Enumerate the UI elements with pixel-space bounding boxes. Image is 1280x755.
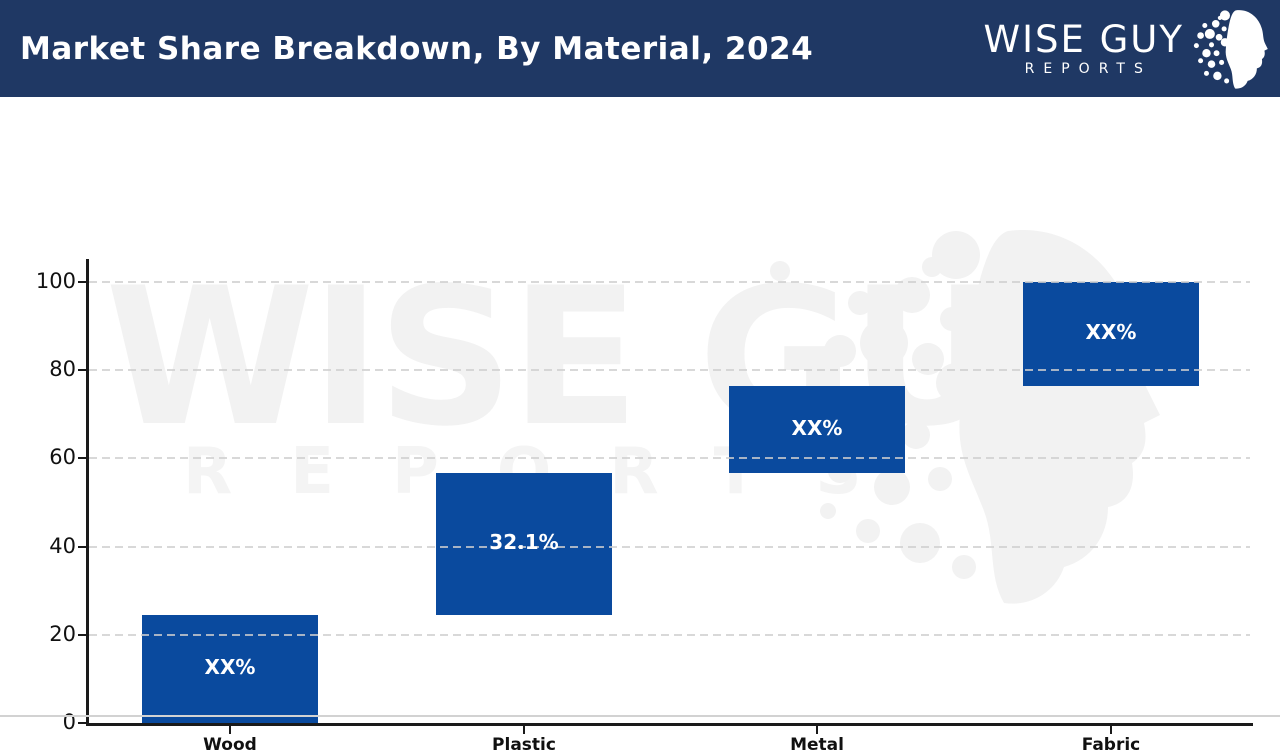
brand-logo: WISE GUY REPORTS [984, 4, 1272, 94]
y-axis-line [86, 259, 89, 726]
header-bar: Market Share Breakdown, By Material, 202… [0, 0, 1280, 97]
gridline-60 [89, 457, 1250, 459]
y-tick-mark-60 [78, 457, 86, 459]
bar-label-metal: XX% [791, 416, 843, 440]
x-tick-label-metal: Metal [790, 735, 844, 755]
bar-wood [142, 615, 318, 723]
y-tick-label-40: 40 [49, 534, 76, 558]
y-tick-mark-40 [78, 546, 86, 548]
bar-label-plastic: 32.1% [489, 530, 559, 554]
gridline-20 [89, 634, 1250, 636]
gridline-80 [89, 369, 1250, 371]
y-tick-label-0: 0 [62, 710, 76, 734]
page-title: Market Share Breakdown, By Material, 202… [20, 30, 814, 67]
x-tick-mark-wood [229, 726, 231, 734]
bar-plastic [436, 473, 612, 615]
brand-logo-line2: REPORTS [1024, 61, 1152, 77]
x-tick-label-plastic: Plastic [492, 735, 556, 755]
brand-logo-line1: WISE GUY [983, 18, 1184, 61]
x-tick-label-wood: Wood [203, 735, 257, 755]
y-tick-mark-100 [78, 281, 86, 283]
x-tick-mark-plastic [523, 726, 525, 734]
brand-logo-text: WISE GUY REPORTS [984, 21, 1184, 77]
gridline-100 [89, 281, 1250, 283]
bar-label-wood: XX% [204, 655, 256, 679]
y-tick-mark-80 [78, 369, 86, 371]
bar-fabric [1023, 282, 1199, 386]
gridline-40 [89, 546, 1250, 548]
brand-face-profile-icon [1193, 10, 1268, 89]
bottom-divider [0, 715, 1280, 717]
y-tick-label-60: 60 [49, 445, 76, 469]
x-tick-mark-fabric [1110, 726, 1112, 734]
bar-label-fabric: XX% [1085, 320, 1137, 344]
x-tick-mark-metal [816, 726, 818, 734]
x-tick-label-fabric: Fabric [1081, 735, 1141, 755]
y-tick-mark-0 [78, 722, 86, 724]
y-tick-label-100: 100 [35, 269, 76, 293]
x-axis-line [86, 723, 1253, 726]
y-tick-mark-20 [78, 634, 86, 636]
y-tick-label-80: 80 [49, 357, 76, 381]
chart-plot-area: XX% 32.1% XX% XX% 0 20 40 60 80 100 Wood Plastic M… [0, 97, 1280, 755]
y-tick-label-20: 20 [49, 622, 76, 646]
